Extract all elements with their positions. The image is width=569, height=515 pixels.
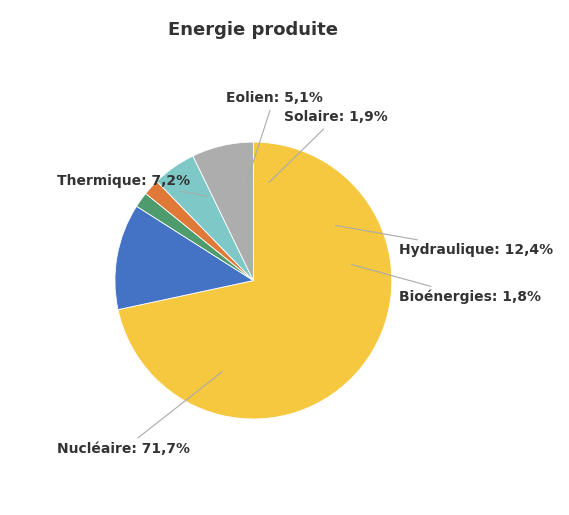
Text: Solaire: 1,9%: Solaire: 1,9%	[269, 110, 387, 183]
Wedge shape	[193, 142, 253, 281]
Title: Energie produite: Energie produite	[168, 22, 339, 40]
Text: Thermique: 7,2%: Thermique: 7,2%	[57, 174, 208, 196]
Text: Bioénergies: 1,8%: Bioénergies: 1,8%	[352, 265, 541, 304]
Text: Hydraulique: 12,4%: Hydraulique: 12,4%	[336, 226, 553, 257]
Wedge shape	[137, 194, 253, 281]
Text: Nucléaire: 71,7%: Nucléaire: 71,7%	[57, 372, 222, 456]
Wedge shape	[157, 156, 253, 281]
Wedge shape	[146, 181, 253, 281]
Text: Eolien: 5,1%: Eolien: 5,1%	[226, 91, 323, 184]
Wedge shape	[118, 142, 392, 419]
Wedge shape	[115, 206, 253, 310]
